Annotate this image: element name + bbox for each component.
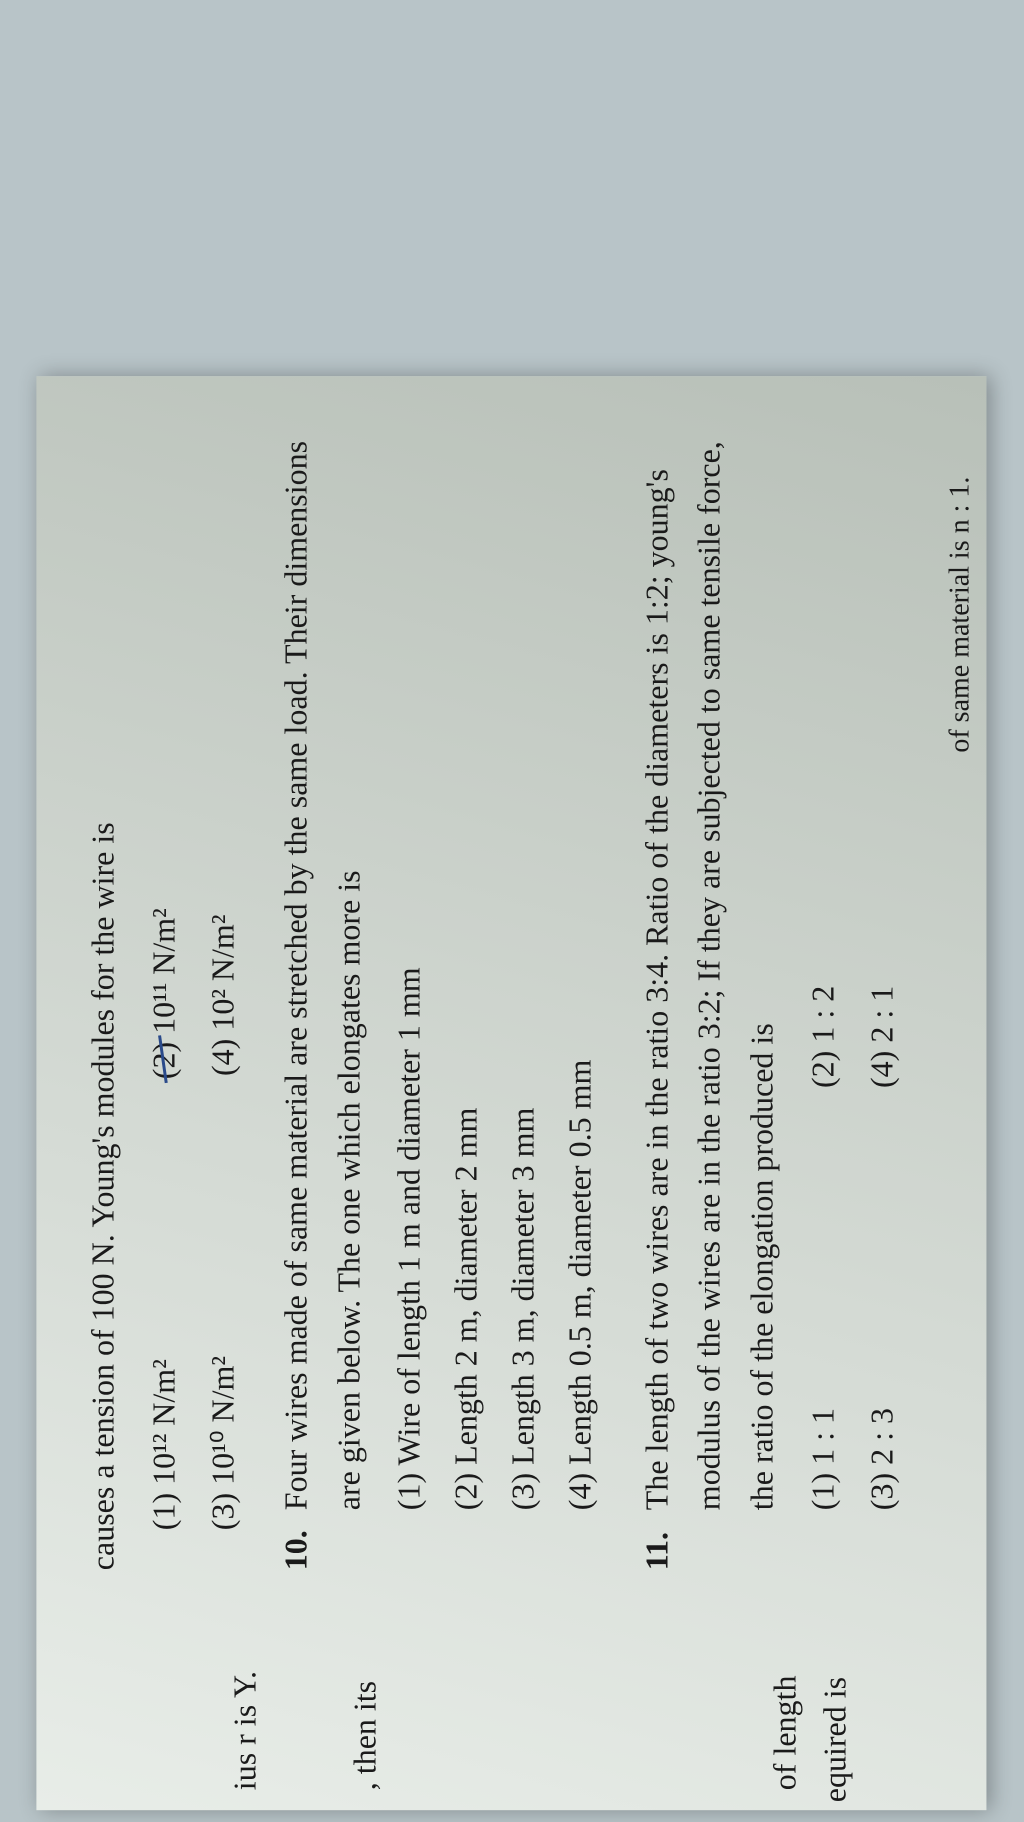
intro-text: causes a tension of 100 N. Young's modul… <box>77 436 130 1570</box>
intro-option-1: (1) 10¹² N/m² <box>138 1359 191 1530</box>
q11-option-2: (2) 1 : 2 <box>797 986 850 1088</box>
q11-options-row-1: (1) 1 : 1 (2) 1 : 2 <box>797 436 850 1510</box>
q10-option-3: (3) Length 3 m, diameter 3 mm <box>497 436 550 1510</box>
question-11: 11. The length of two wires are in the r… <box>630 436 914 1570</box>
intro-options-row-1: (1) 10¹² N/m² (2) 10¹¹ N/m² <box>138 436 191 1530</box>
q11-text: The length of two wires are in the ratio… <box>630 436 788 1510</box>
q10-option-1: (1) Wire of length 1 m and diameter 1 mm <box>383 436 436 1510</box>
q11-option-1: (1) 1 : 1 <box>797 1408 850 1510</box>
q11-options-row-2: (3) 2 : 3 (4) 2 : 1 <box>855 436 908 1510</box>
q10-option-2: (2) Length 2 m, diameter 2 mm <box>440 436 493 1510</box>
q11-option-4: (4) 2 : 1 <box>855 986 908 1088</box>
fragment-2: , then its <box>337 1681 395 1790</box>
q10-text: Four wires made of same material are str… <box>269 436 375 1510</box>
q11-number: 11. <box>630 1510 914 1570</box>
q10-number: 10. <box>269 1510 610 1570</box>
fragment-1: ius r is Y. <box>217 1671 275 1790</box>
q10-option-4: (4) Length 0.5 m, diameter 0.5 mm <box>553 436 606 1510</box>
left-margin-fragments: ius r is Y. , then its of length equired… <box>37 1630 987 1810</box>
intro-options-row-2: (3) 10¹⁰ N/m² (4) 10² N/m² <box>197 436 250 1530</box>
intro-option-4: (4) 10² N/m² <box>197 914 250 1075</box>
q11-option-3: (3) 2 : 3 <box>855 1408 908 1510</box>
main-content: causes a tension of 100 N. Young's modul… <box>77 436 914 1570</box>
intro-option-3: (3) 10¹⁰ N/m² <box>197 1356 250 1530</box>
intro-option-2: (2) 10¹¹ N/m² <box>138 908 191 1079</box>
fragment-4: equired is <box>807 1677 865 1802</box>
bottom-fragment: of same material is n : 1. <box>945 476 977 752</box>
question-10: 10. Four wires made of same material are… <box>269 436 610 1570</box>
